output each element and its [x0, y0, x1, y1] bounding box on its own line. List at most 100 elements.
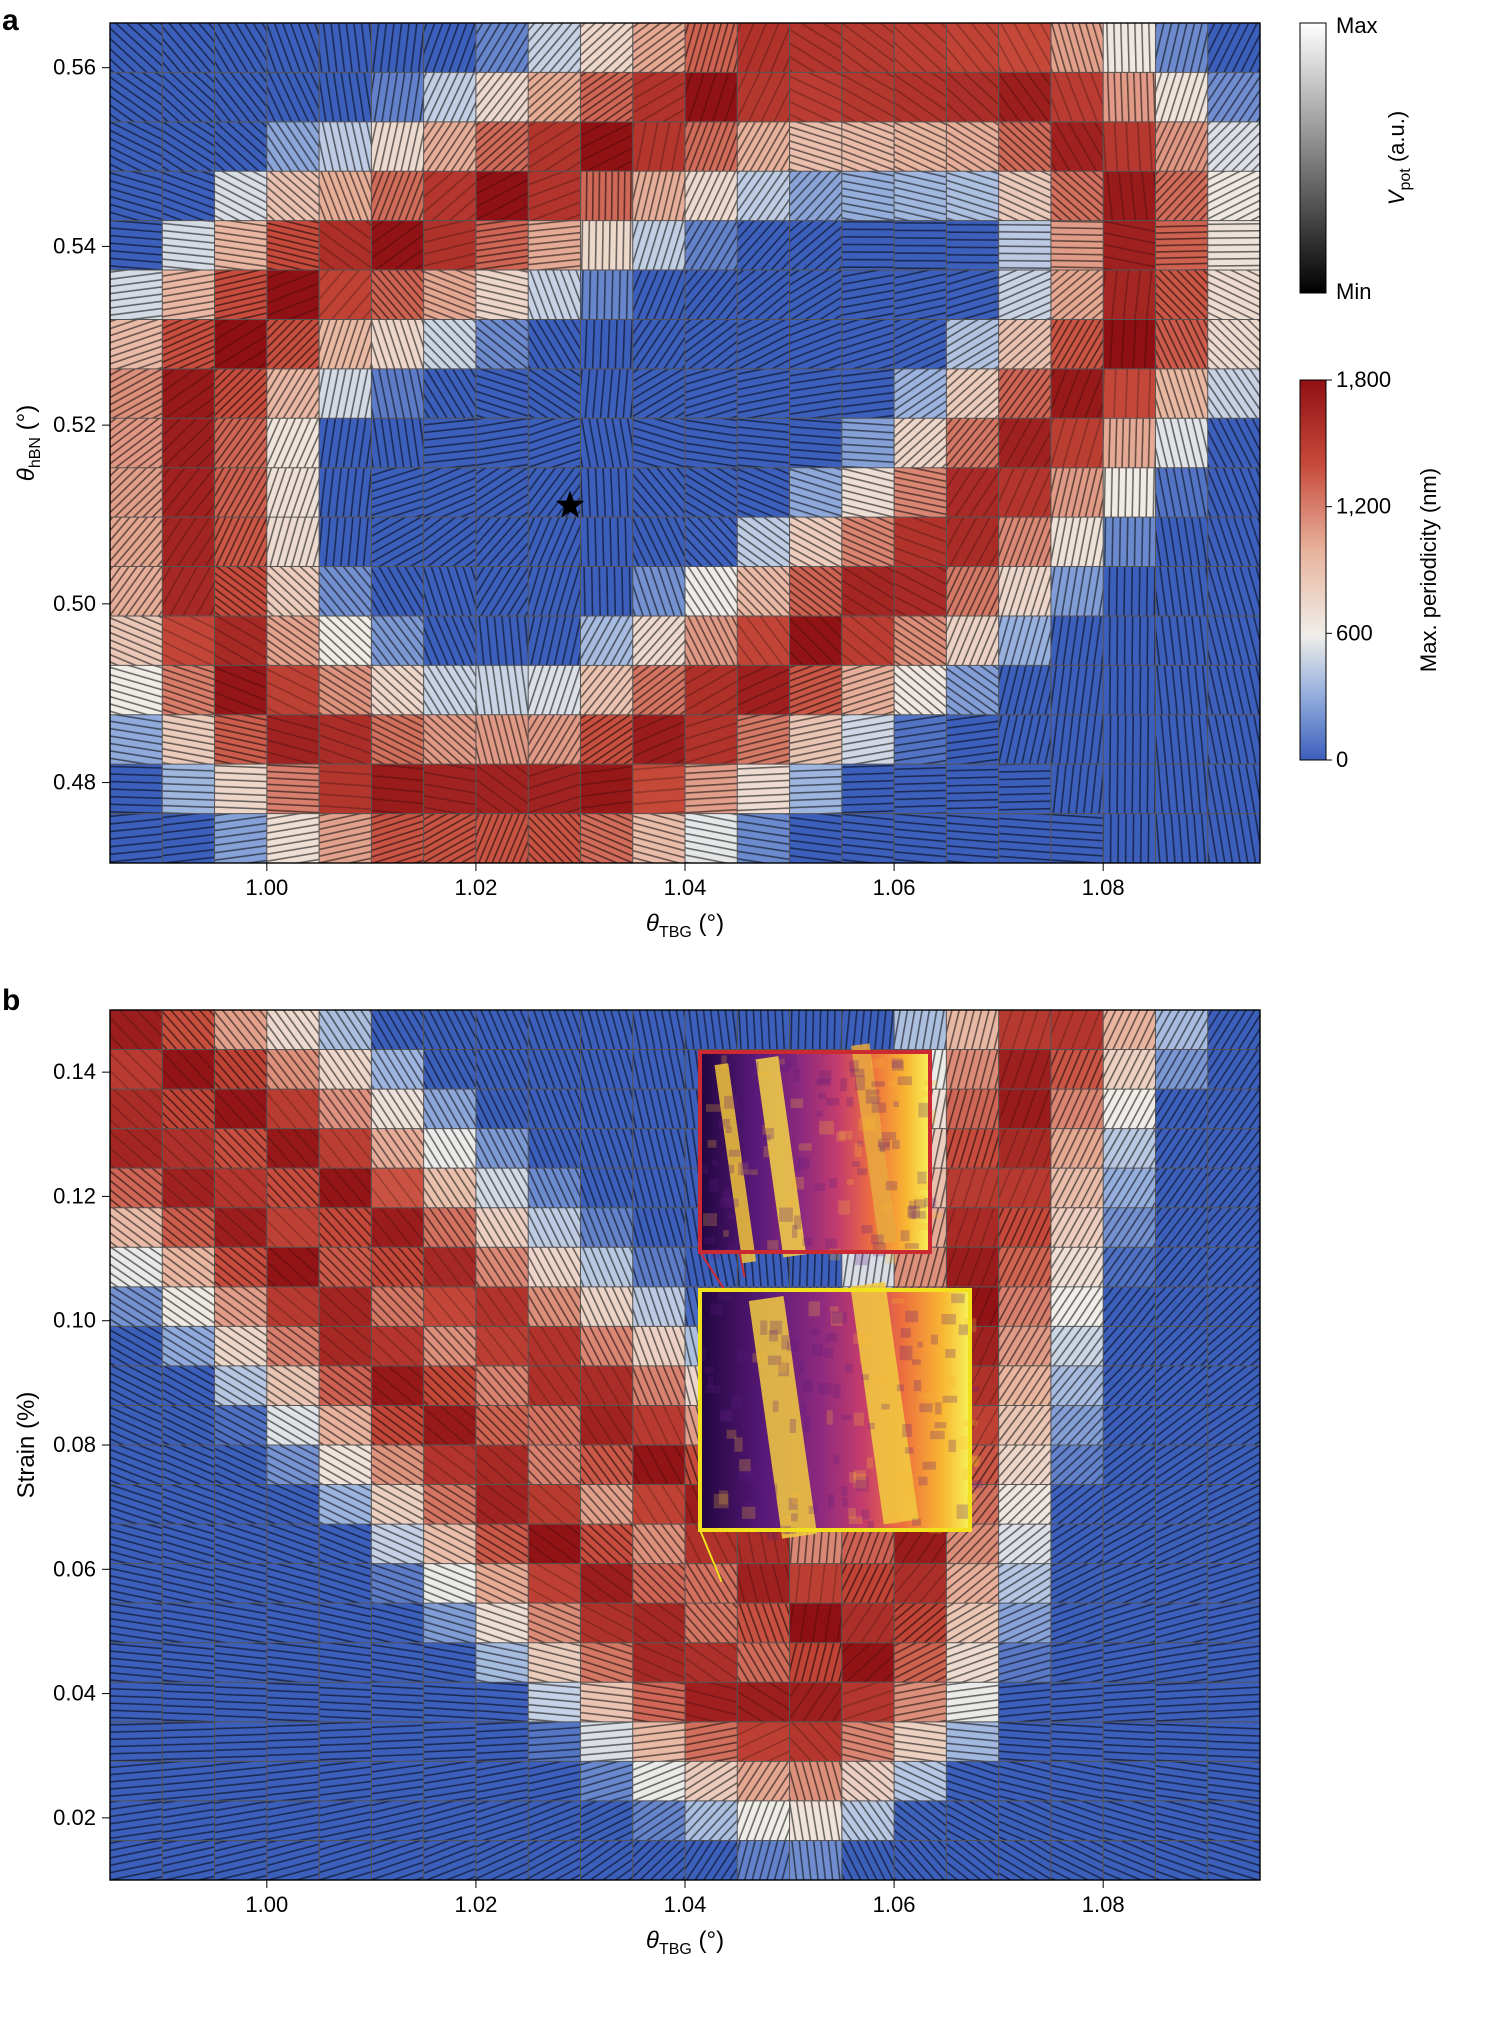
heatmap-cell: [319, 1326, 372, 1366]
heatmap-cell: [1103, 221, 1156, 271]
heatmap-cell: [842, 1564, 895, 1604]
heatmap-cell: [267, 72, 320, 122]
heatmap-cell: [162, 23, 215, 73]
heatmap-cell: [319, 319, 372, 369]
heatmap-cell: [1208, 1287, 1261, 1327]
heatmap-cell: [110, 1801, 163, 1841]
heatmap-cell: [476, 23, 529, 73]
xtick-label: 1.08: [1082, 875, 1125, 900]
heatmap-cell: [1103, 567, 1156, 617]
heatmap-cell: [371, 1761, 424, 1801]
heatmap-cell: [371, 1801, 424, 1841]
heatmap-cell: [633, 72, 686, 122]
heatmap-cell: [267, 1761, 320, 1801]
heatmap-cell: [1155, 1840, 1208, 1880]
heatmap-cell: [999, 1564, 1052, 1604]
heatmap-cell: [371, 1168, 424, 1208]
heatmap-cell: [1208, 1129, 1261, 1169]
heatmap-cell: [946, 1840, 999, 1880]
heatmap-cell: [685, 665, 738, 715]
heatmap-cell: [1051, 1840, 1104, 1880]
heatmap-cell: [633, 221, 686, 271]
heatmap-cell: [424, 1643, 477, 1683]
heatmap-cell: [1155, 517, 1208, 567]
heatmap-cell: [528, 171, 581, 221]
heatmap-cell: [528, 1050, 581, 1090]
heatmap-cell: [790, 72, 843, 122]
heatmap-cell: [946, 418, 999, 468]
heatmap-cell: [319, 814, 372, 864]
heatmap-cell: [1208, 1840, 1261, 1880]
heatmap-cell: [1051, 1564, 1104, 1604]
ytick-label: 0.48: [53, 770, 96, 795]
heatmap-cell: [842, 814, 895, 864]
heatmap-cell: [737, 221, 790, 271]
heatmap-cell: [215, 1010, 268, 1050]
heatmap-cell: [737, 1564, 790, 1604]
heatmap-cell: [580, 468, 633, 518]
heatmap-cell: [1155, 1050, 1208, 1090]
heatmap-cell: [946, 1089, 999, 1129]
heatmap-cell: [1155, 221, 1208, 271]
heatmap-cell: [424, 616, 477, 666]
heatmap-cell: [1155, 1089, 1208, 1129]
heatmap-cell: [633, 122, 686, 172]
heatmap-cell: [580, 616, 633, 666]
heatmap-cell: [476, 1801, 529, 1841]
heatmap-cell: [1103, 369, 1156, 419]
heatmap-cell: [162, 1129, 215, 1169]
heatmap-cell: [1051, 1643, 1104, 1683]
xtick-label: 1.06: [873, 875, 916, 900]
heatmap-cell: [162, 616, 215, 666]
heatmap-cell: [1051, 1801, 1104, 1841]
heatmap-cell: [110, 1326, 163, 1366]
heatmap-cell: [319, 1366, 372, 1406]
heatmap-cell: [999, 1682, 1052, 1722]
heatmap-cell: [580, 1445, 633, 1485]
xtick-label: 1.02: [454, 875, 497, 900]
heatmap-cell: [1208, 122, 1261, 172]
heatmap-cell: [737, 369, 790, 419]
xtick-label: 1.04: [664, 1892, 707, 1917]
heatmap-cell: [371, 764, 424, 814]
heatmap-cell: [476, 1840, 529, 1880]
heatmap-cell: [946, 814, 999, 864]
heatmap-cell: [528, 1524, 581, 1564]
heatmap-cell: [946, 1761, 999, 1801]
heatmap-cell: [580, 418, 633, 468]
heatmap-cell: [737, 171, 790, 221]
heatmap-cell: [1155, 1247, 1208, 1287]
heatmap-cell: [1155, 665, 1208, 715]
heatmap-cell: [424, 1524, 477, 1564]
heatmap-cell: [999, 171, 1052, 221]
heatmap-cell: [162, 171, 215, 221]
period-tick: 1,200: [1336, 494, 1391, 519]
heatmap-cell: [946, 1564, 999, 1604]
heatmap-cell: [267, 1089, 320, 1129]
heatmap-cell: [371, 1247, 424, 1287]
heatmap-cell: [215, 1089, 268, 1129]
heatmap-cell: [110, 1682, 163, 1722]
heatmap-cell: [319, 122, 372, 172]
heatmap-cell: [110, 1405, 163, 1445]
heatmap-cell: [215, 72, 268, 122]
heatmap-cell: [1051, 1326, 1104, 1366]
heatmap-cell: [946, 1801, 999, 1841]
heatmap-cell: [476, 567, 529, 617]
heatmap-cell: [946, 1208, 999, 1248]
heatmap-cell: [633, 1603, 686, 1643]
heatmap-cell: [162, 1603, 215, 1643]
heatmap-cell: [1051, 715, 1104, 765]
xtick-label: 1.00: [245, 875, 288, 900]
heatmap-cell: [215, 1840, 268, 1880]
heatmap-cell: [580, 270, 633, 320]
heatmap-cell: [946, 616, 999, 666]
heatmap-cell: [162, 567, 215, 617]
heatmap-cell: [999, 814, 1052, 864]
ytick-label: 0.50: [53, 591, 96, 616]
heatmap-cell: [215, 1129, 268, 1169]
heatmap-cell: [1051, 1682, 1104, 1722]
heatmap-cell: [999, 1287, 1052, 1327]
heatmap-cell: [1208, 1326, 1261, 1366]
panel-label-b: b: [2, 984, 20, 1017]
